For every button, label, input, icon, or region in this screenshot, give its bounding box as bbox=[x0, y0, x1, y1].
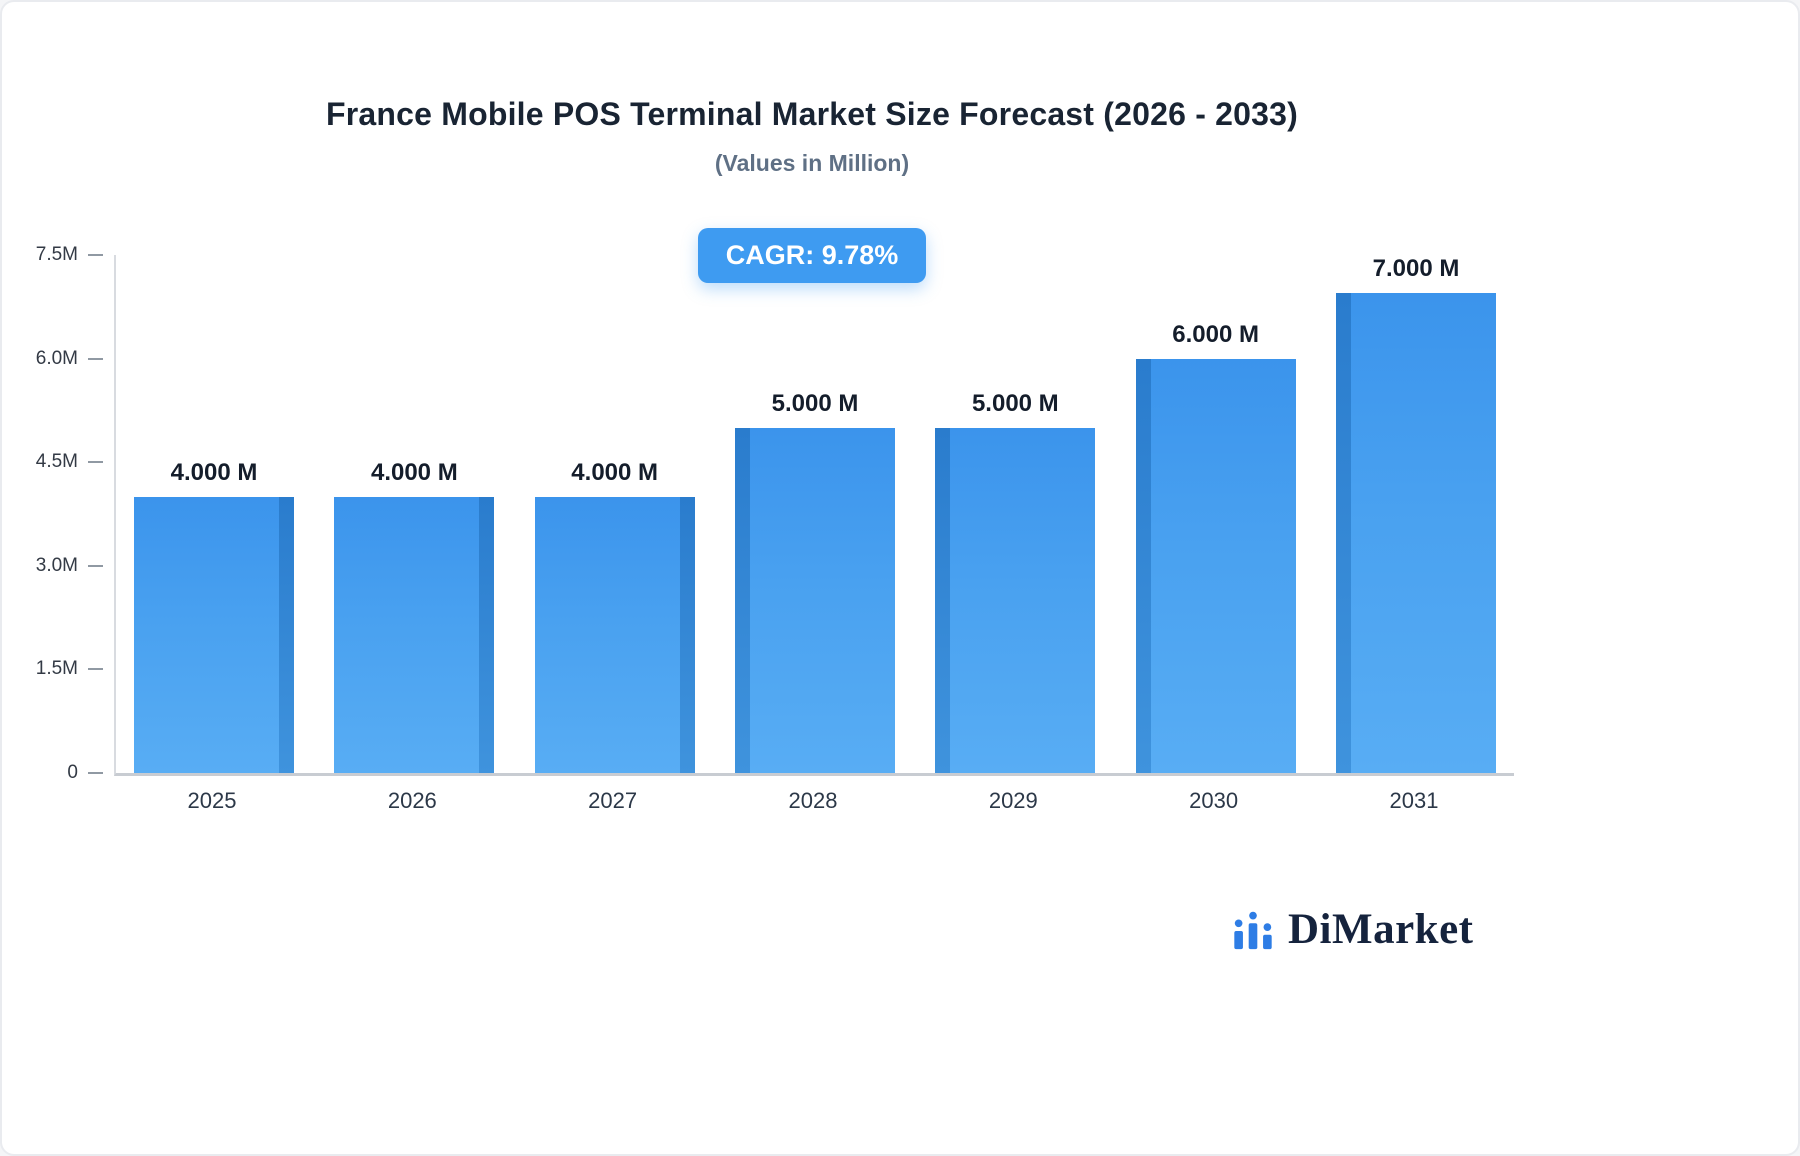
chart-subtitle: (Values in Million) bbox=[714, 150, 910, 176]
y-axis-tick-mark bbox=[88, 772, 103, 774]
y-axis-tick-label: 3.0M bbox=[35, 554, 78, 576]
x-axis-label: 2027 bbox=[588, 788, 638, 813]
bar-value-label: 5.000 M bbox=[971, 389, 1059, 417]
bar-2025[interactable] bbox=[134, 496, 294, 773]
y-axis-tick-mark bbox=[88, 357, 103, 360]
x-axis-label: 2026 bbox=[387, 788, 437, 813]
x-axis-label: 2028 bbox=[788, 788, 838, 813]
dimarket-logo[interactable]: DiMarket bbox=[1230, 905, 1474, 954]
bar-2027[interactable] bbox=[534, 496, 695, 773]
x-axis-label: 2025 bbox=[187, 788, 237, 813]
bar-2028[interactable] bbox=[734, 427, 895, 773]
y-axis-tick-mark bbox=[88, 254, 103, 256]
bar-group-2031: 7.000 M bbox=[1335, 255, 1496, 773]
bar-value-label: 5.000 M bbox=[771, 389, 859, 417]
logo-text: DiMarket bbox=[1288, 906, 1474, 953]
y-axis-tick-mark bbox=[88, 564, 103, 567]
y-axis-tick-label: 7.5M bbox=[35, 244, 78, 265]
bar-group-2026: 4.000 M bbox=[334, 255, 495, 773]
bar-value-label: 6.000 M bbox=[1172, 320, 1259, 348]
x-axis-label: 2030 bbox=[1189, 788, 1239, 813]
chart-title: France Mobile POS Terminal Market Size F… bbox=[326, 96, 1298, 132]
bar-2026[interactable] bbox=[334, 496, 495, 773]
bar-group-2029: 5.000 M bbox=[935, 255, 1096, 773]
bar-group-2030: 6.000 M bbox=[1135, 255, 1296, 773]
cagr-badge: CAGR: 9.78% bbox=[697, 228, 927, 283]
y-axis-tick-mark bbox=[88, 461, 103, 464]
badge-row: CAGR: 9.78% bbox=[2, 228, 1622, 283]
bar-value-label: 7.000 M bbox=[1372, 255, 1460, 282]
bar-group-2025: 4.000 M bbox=[134, 255, 294, 773]
bar-2031[interactable] bbox=[1335, 293, 1496, 773]
y-axis-tick-mark bbox=[88, 668, 103, 671]
y-axis-tick-label: 6.0M bbox=[35, 347, 78, 369]
bar-value-label: 4.000 M bbox=[170, 458, 258, 486]
x-axis-label: 2031 bbox=[1389, 788, 1439, 813]
x-axis-labels: 2025 2026 2027 2028 2029 2030 2031 bbox=[114, 788, 1512, 814]
bar-2030[interactable] bbox=[1135, 358, 1296, 773]
plot-area: 4.000 M 4.000 M 4.000 M 5.000 M 5.000 M 6.000… bbox=[36, 244, 1514, 783]
bar-2029[interactable] bbox=[935, 427, 1096, 773]
bar-value-label: 4.000 M bbox=[370, 458, 458, 486]
bar-chart-icon bbox=[1230, 907, 1276, 953]
bar-value-label: 4.000 M bbox=[571, 458, 659, 486]
y-axis-tick-label: 1.5M bbox=[35, 658, 78, 680]
bars: 4.000 M 4.000 M 4.000 M 5.000 M 5.000 M 6.000… bbox=[116, 255, 1514, 773]
bar-group-2027: 4.000 M bbox=[534, 255, 695, 773]
x-axis-label: 2029 bbox=[988, 788, 1038, 813]
y-axis-tick-label: 0 bbox=[67, 762, 78, 783]
y-axis-tick-label: 4.5M bbox=[35, 451, 78, 473]
bar-group-2028: 5.000 M bbox=[734, 255, 895, 773]
